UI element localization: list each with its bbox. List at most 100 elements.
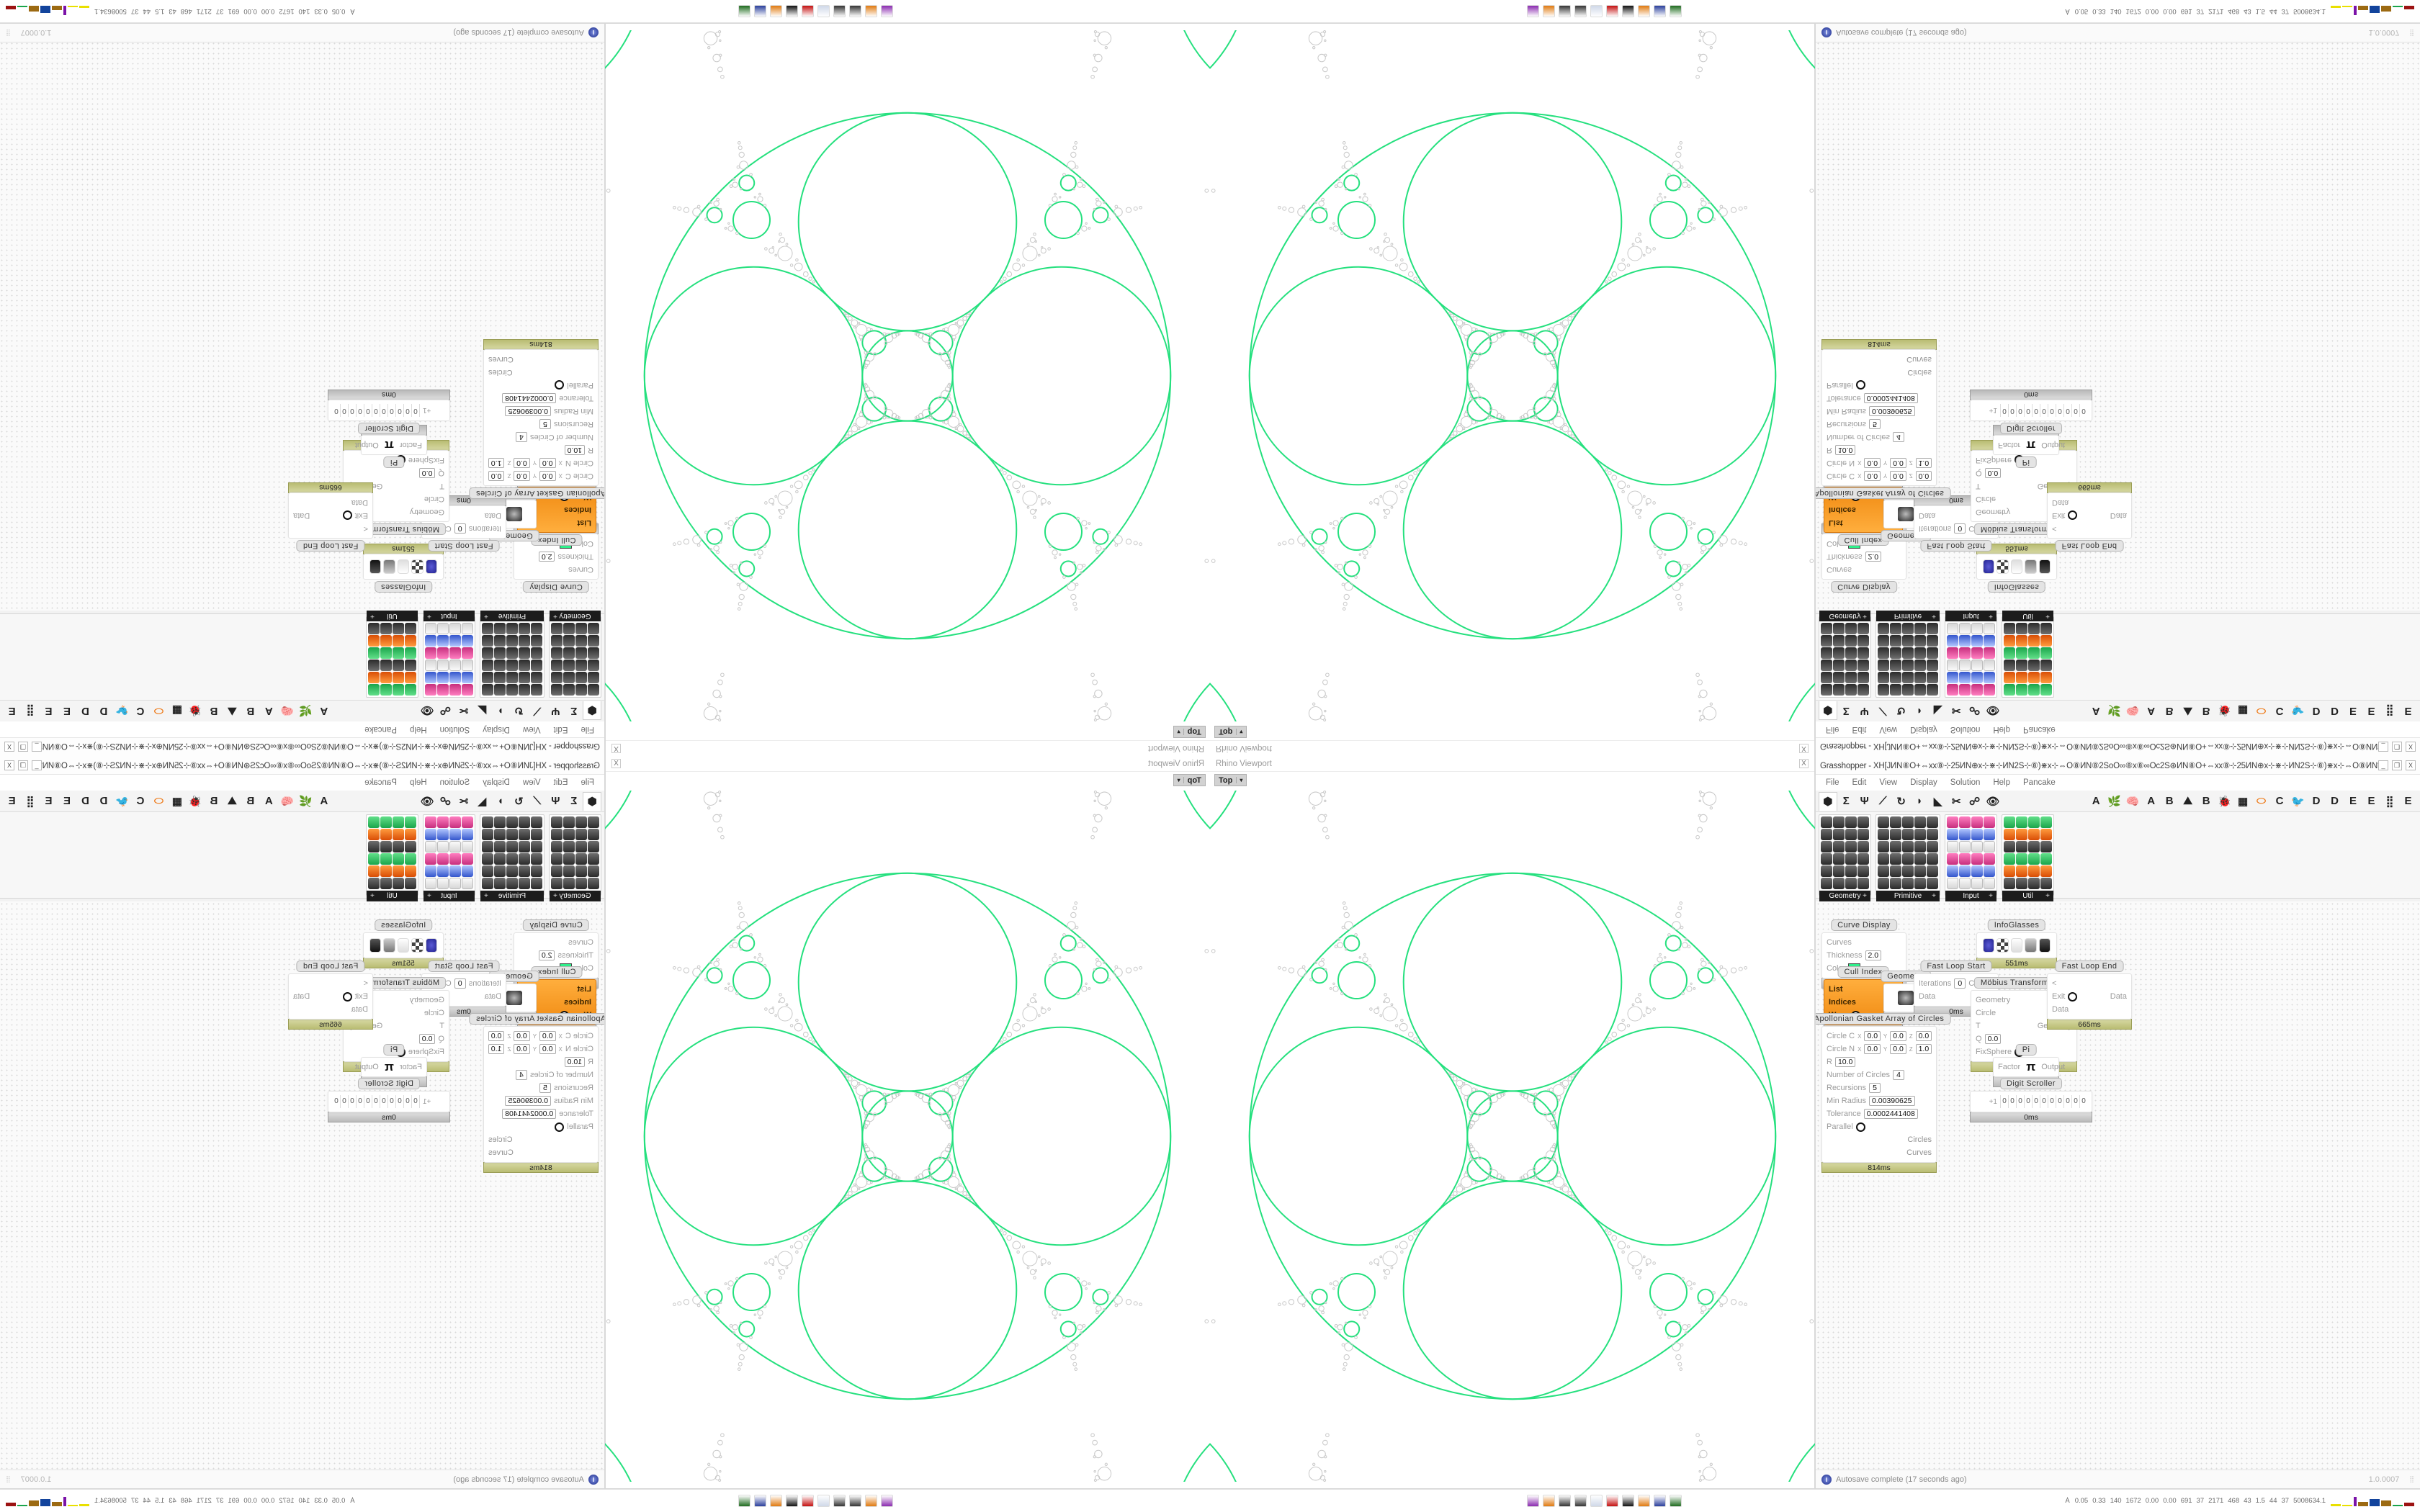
node-param-row[interactable]: Min Radius 0.00390625 (1827, 1094, 1932, 1107)
node-param-row[interactable]: Curves (519, 563, 593, 576)
param-value[interactable]: 0 (454, 523, 466, 534)
component-button[interactable] (1878, 865, 1889, 877)
component-button[interactable] (563, 635, 575, 647)
param-value-y[interactable]: 0.0 (1890, 1031, 1906, 1041)
component-button[interactable] (1857, 865, 1869, 877)
param-value-y[interactable]: 0.0 (514, 471, 530, 481)
component-button[interactable] (563, 647, 575, 659)
tab-dots-icon[interactable]: ⣿ (2385, 795, 2394, 808)
tab-D[interactable]: D (81, 705, 89, 717)
component-button[interactable] (531, 623, 542, 634)
component-button[interactable] (1959, 829, 1971, 840)
param-value-y[interactable]: 0.0 (514, 458, 530, 468)
tab-vector-icon[interactable]: ⟋ (533, 705, 542, 717)
component-button[interactable] (1971, 853, 1983, 865)
component-button[interactable] (494, 660, 506, 671)
scroller-digit[interactable]: 0 (404, 404, 412, 417)
component-button[interactable] (393, 647, 404, 659)
component-button[interactable] (563, 672, 575, 683)
component-button[interactable] (563, 684, 575, 696)
component-button[interactable] (1959, 878, 1971, 889)
scroller-digit[interactable]: 0 (341, 404, 349, 417)
tab-vector-icon[interactable]: ⟋ (1878, 795, 1887, 807)
component-button[interactable] (1927, 829, 1938, 840)
app-orange-icon[interactable] (770, 5, 782, 17)
node-param-row[interactable]: Exit Data (293, 509, 368, 522)
component-button[interactable] (1857, 841, 1869, 852)
param-value[interactable]: 5 (539, 419, 551, 429)
tab-intersect-icon[interactable]: ✂ (1951, 795, 1961, 808)
tab-params-icon[interactable]: ⬢ (1819, 791, 1837, 811)
menu-item-file[interactable]: File (1826, 778, 1839, 787)
node-caption[interactable]: Curve Display (523, 581, 589, 593)
menu-item-help[interactable]: Help (409, 725, 427, 734)
node-body[interactable]: < Exit Data Data (2047, 973, 2132, 1020)
component-button[interactable] (531, 684, 542, 696)
ribbon-panel-label[interactable]: Primitive (480, 611, 544, 621)
component-button[interactable] (1902, 841, 1914, 852)
node-param-row[interactable]: Curves (1827, 936, 1901, 949)
tab-display-icon[interactable]: 👁 (420, 704, 434, 717)
tab-E[interactable]: E (45, 705, 53, 717)
scroller-digit[interactable]: 0 (2056, 1095, 2063, 1108)
scroller-digit[interactable]: 0 (364, 404, 372, 417)
node-param-row[interactable]: Circle C X 0.0 Y 0.0 Z 0.0 (1827, 1030, 1932, 1043)
component-button[interactable] (405, 660, 416, 671)
tab-leaf-icon[interactable]: 🌿 (298, 704, 313, 717)
tab-E[interactable]: E (2349, 795, 2357, 807)
tab-curve-icon[interactable]: ↻ (514, 704, 524, 717)
component-button[interactable] (2004, 865, 2015, 877)
component-button[interactable] (1971, 829, 1983, 840)
component-button[interactable] (588, 623, 599, 634)
component-button[interactable] (2028, 853, 2040, 865)
tab-curve-icon[interactable]: ↻ (1896, 795, 1906, 808)
app-green-icon[interactable] (1670, 1495, 1682, 1507)
component-button[interactable] (588, 660, 599, 671)
tab-intersect-icon[interactable]: ✂ (459, 704, 469, 717)
app-node1-icon[interactable] (849, 5, 861, 17)
tab-bird-icon[interactable]: 🐦 (2291, 795, 2305, 808)
tab-mesh-icon[interactable]: ◣ (1933, 795, 1942, 808)
component-button[interactable] (1857, 816, 1869, 828)
component-button[interactable] (425, 660, 436, 671)
digit-scroller-row[interactable]: +1 0 0 0 0 0 0 0 0 0 0 0 (1975, 1094, 2087, 1109)
component-button[interactable] (425, 635, 436, 647)
minimize-button[interactable]: _ (32, 742, 42, 752)
component-button[interactable] (437, 623, 449, 634)
component-button[interactable] (1947, 829, 1958, 840)
param-value-y[interactable]: 0.0 (1890, 1044, 1906, 1054)
component-button[interactable] (506, 647, 518, 659)
component-button[interactable] (1959, 816, 1971, 828)
component-button[interactable] (2004, 878, 2015, 889)
tab-transform-icon[interactable]: ☍ (439, 704, 451, 717)
param-value[interactable]: 5 (1869, 1083, 1881, 1093)
component-button[interactable] (2004, 829, 2015, 840)
menu-item-edit[interactable]: Edit (553, 725, 568, 734)
node-body[interactable]: Circle C X 0.0 Y 0.0 Z 0.0 Circle N X 0.0 Y 0.0 Z 1.0… (483, 349, 599, 486)
component-button[interactable] (1984, 829, 1995, 840)
component-button[interactable] (462, 660, 473, 671)
component-button[interactable] (1927, 865, 1938, 877)
node-param-row[interactable]: Exit Data (2052, 990, 2127, 1003)
component-button[interactable] (1857, 853, 1869, 865)
component-button[interactable] (1959, 841, 1971, 852)
param-value[interactable]: 2.0 (1865, 950, 1882, 960)
component-button[interactable] (1890, 865, 1901, 877)
param-value[interactable]: 0.0002441408 (1863, 1109, 1918, 1119)
node-param-row[interactable]: R 10.0 (1827, 1056, 1932, 1068)
component-button[interactable] (575, 684, 587, 696)
component-button[interactable] (380, 623, 392, 634)
component-button[interactable] (1947, 853, 1958, 865)
scroller-digit[interactable]: 0 (2079, 1095, 2087, 1108)
component-button[interactable] (437, 660, 449, 671)
component-button[interactable] (425, 684, 436, 696)
component-button[interactable] (393, 635, 404, 647)
component-button[interactable] (1959, 853, 1971, 865)
component-button[interactable] (575, 635, 587, 647)
ribbon-panel-label[interactable]: Primitive (1876, 891, 1940, 901)
node-caption[interactable]: InfoGlasses (374, 581, 433, 593)
scroller-digit[interactable]: 0 (2032, 1095, 2040, 1108)
param-value-x[interactable]: 0.0 (1864, 1044, 1881, 1054)
component-button[interactable] (393, 623, 404, 634)
menu-item-display[interactable]: Display (483, 725, 510, 734)
